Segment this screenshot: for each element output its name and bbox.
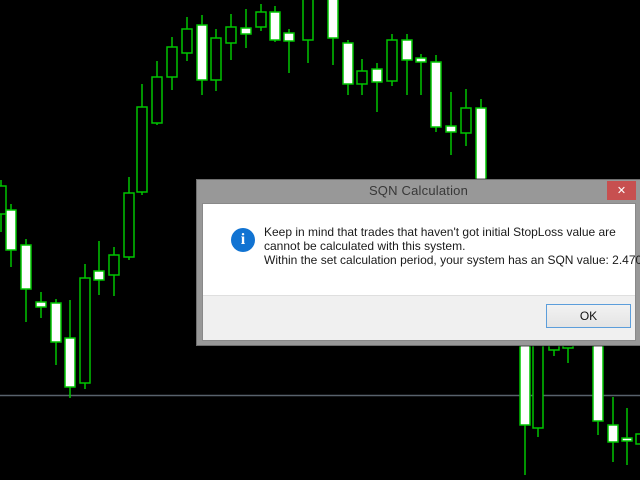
dialog-message-line: Keep in mind that trades that haven't go… bbox=[264, 225, 616, 239]
close-icon: ✕ bbox=[616, 184, 627, 197]
ok-button[interactable]: OK bbox=[546, 304, 631, 328]
info-icon: i bbox=[231, 228, 255, 252]
dialog-body: i Keep in mind that trades that haven't … bbox=[202, 203, 640, 341]
dialog-footer: OK bbox=[203, 295, 635, 340]
dialog-titlebar[interactable]: SQN Calculation ✕ bbox=[197, 180, 640, 203]
info-icon-glyph: i bbox=[240, 231, 246, 248]
dialog-message-line: cannot be calculated with this system. bbox=[264, 239, 466, 253]
sqn-calculation-dialog: SQN Calculation ✕ i Keep in mind that tr… bbox=[196, 179, 640, 346]
dialog-message: Keep in mind that trades that haven't go… bbox=[264, 225, 640, 267]
dialog-title: SQN Calculation bbox=[368, 183, 469, 198]
dialog-message-line: Within the set calculation period, your … bbox=[264, 253, 640, 267]
dialog-content: i Keep in mind that trades that haven't … bbox=[203, 204, 640, 295]
close-button[interactable]: ✕ bbox=[607, 181, 636, 200]
